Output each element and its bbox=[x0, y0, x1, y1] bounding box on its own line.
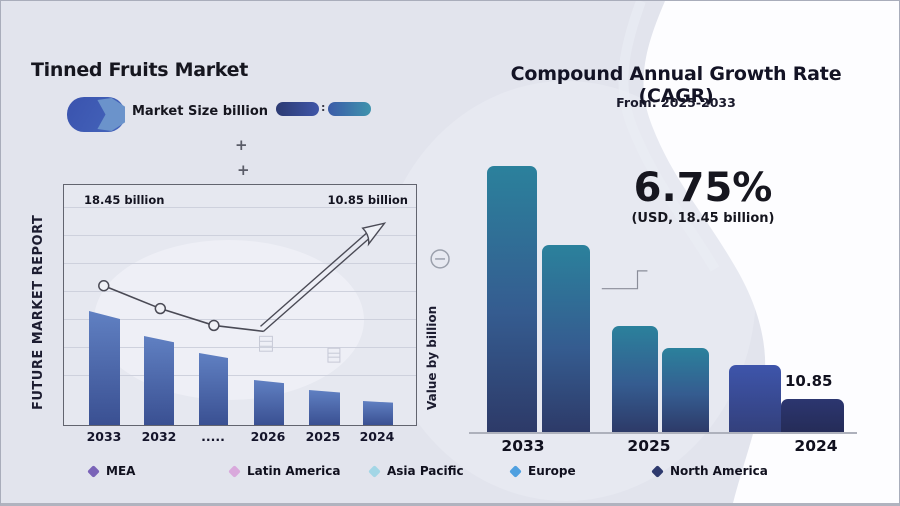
x-axis-tick-label: 2025 bbox=[305, 429, 341, 444]
page-title: Tinned Fruits Market bbox=[31, 59, 248, 81]
pill-separator: : bbox=[321, 101, 326, 114]
gridline bbox=[64, 235, 416, 236]
legend-label: Latin America bbox=[247, 464, 341, 478]
cagr-bar bbox=[781, 399, 844, 432]
x-axis-line bbox=[469, 432, 857, 434]
legend-item: North America bbox=[651, 464, 768, 478]
plus-icon: + bbox=[235, 136, 248, 154]
cagr-bar bbox=[662, 348, 709, 432]
legend-label: Asia Pacific bbox=[387, 464, 464, 478]
legend-diamond-icon bbox=[368, 464, 381, 478]
cagr-value: 6.75% bbox=[633, 165, 773, 211]
legend-item: Asia Pacific bbox=[368, 464, 464, 478]
market-size-bar bbox=[199, 353, 228, 425]
cagr-bar bbox=[612, 326, 658, 432]
legend-item: Latin America bbox=[228, 464, 341, 478]
gradient-pill-teal bbox=[328, 102, 371, 116]
data-label-10-85: 10.85 bbox=[785, 372, 833, 390]
cagr-bar bbox=[542, 245, 590, 432]
x-axis-tick-label: 2024 bbox=[359, 429, 395, 444]
cagr-title: Compound Annual Growth Rate (CAGR) bbox=[510, 63, 842, 107]
legend-label: North America bbox=[670, 464, 768, 478]
x-axis-tick-label: 2024 bbox=[794, 437, 838, 455]
market-size-bar bbox=[363, 401, 393, 425]
x-axis-tick-label: ..... bbox=[201, 429, 225, 444]
gridline bbox=[64, 207, 416, 208]
swoosh-accent-line bbox=[618, 1, 720, 272]
x-axis-tick-label: 2032 bbox=[141, 429, 177, 444]
legend-item: Europe bbox=[509, 464, 576, 478]
x-axis-tick-label: 2025 bbox=[627, 437, 671, 455]
market-size-bar bbox=[309, 390, 340, 425]
market-size-icon bbox=[67, 97, 125, 132]
legend-label: MEA bbox=[106, 464, 136, 478]
legend-diamond-icon bbox=[87, 464, 100, 478]
x-axis-tick-label: 2026 bbox=[250, 429, 286, 444]
legend-label: Europe bbox=[528, 464, 576, 478]
cagr-bar bbox=[729, 365, 781, 432]
region-legend: MEA Latin America Asia Pacific Europe North … bbox=[1, 464, 899, 488]
end-value-label: 10.85 billion bbox=[327, 193, 408, 207]
gridline bbox=[64, 347, 416, 348]
x-axis-tick-label: 2033 bbox=[86, 429, 122, 444]
start-value-label: 18.45 billion bbox=[84, 193, 165, 207]
legend-item: MEA bbox=[87, 464, 136, 478]
legend-diamond-icon bbox=[651, 464, 664, 478]
cagr-subtitle: From: 2025-2033 bbox=[616, 95, 736, 110]
market-size-label: Market Size billion bbox=[132, 104, 269, 119]
gridline bbox=[64, 263, 416, 264]
legend-diamond-icon bbox=[228, 464, 241, 478]
gradient-pill-dark bbox=[276, 102, 319, 116]
cagr-detail: (USD, 18.45 billion) bbox=[631, 211, 775, 226]
market-size-bar bbox=[144, 336, 174, 425]
legend-diamond-icon bbox=[509, 464, 522, 478]
cagr-bar bbox=[487, 166, 537, 432]
white-swoosh-shape bbox=[643, 1, 899, 503]
market-size-bar bbox=[254, 380, 284, 425]
plus-icon: + bbox=[237, 161, 250, 179]
x-axis-tick-label: 2033 bbox=[501, 437, 545, 455]
gridline bbox=[64, 375, 416, 376]
